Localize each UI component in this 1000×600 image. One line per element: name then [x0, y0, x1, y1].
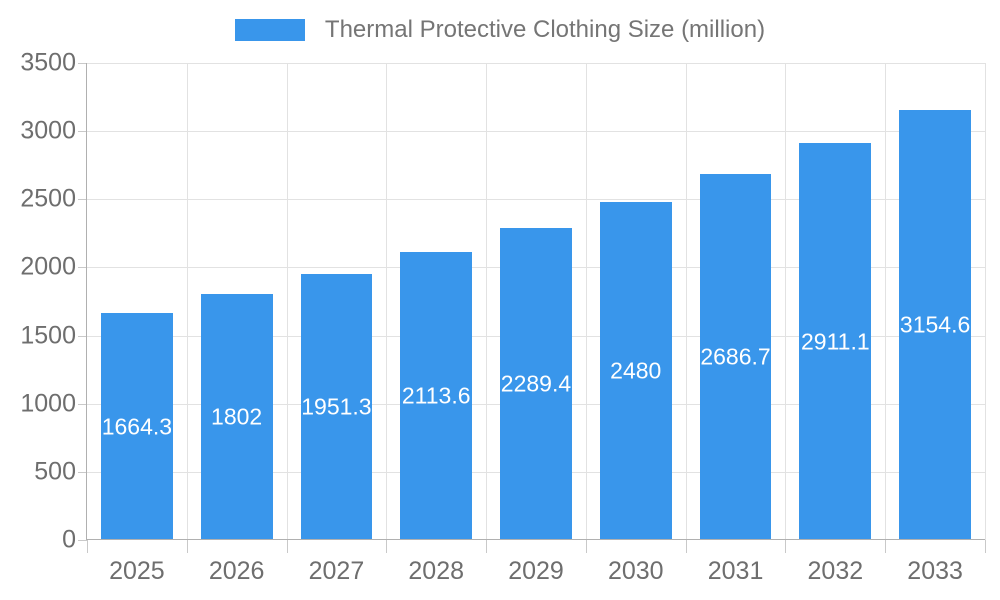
y-axis-tick [78, 63, 87, 64]
x-axis-label: 2029 [508, 557, 564, 585]
x-axis-tick [386, 540, 388, 553]
x-axis-label: 2026 [208, 557, 265, 585]
bar-value-label: 1951.3 [301, 393, 372, 420]
y-axis-tick [78, 403, 87, 405]
x-axis-tick [585, 540, 587, 553]
gridline-vertical [486, 63, 488, 540]
x-axis-tick [685, 540, 687, 553]
x-axis-label: 2031 [707, 557, 764, 585]
y-axis-label: 3000 [20, 116, 76, 145]
x-axis-label: 2030 [607, 557, 664, 585]
y-axis-tick [78, 267, 87, 269]
bar: 2911.1 [799, 143, 872, 540]
x-axis-tick [87, 540, 88, 553]
bar: 3154.6 [899, 110, 972, 540]
x-axis-tick [985, 540, 986, 553]
bar: 2480 [599, 202, 672, 540]
y-axis-label: 0 [62, 525, 76, 554]
x-axis-label: 2028 [408, 557, 465, 585]
x-axis-tick [286, 540, 288, 553]
bar-value-label: 2911.1 [800, 328, 870, 355]
gridline-horizontal [87, 63, 985, 64]
bar-value-label: 2289.4 [500, 370, 572, 397]
y-axis-tick [78, 199, 87, 201]
gridline-vertical [286, 63, 288, 540]
y-axis-label: 2500 [20, 184, 76, 213]
y-axis-label: 500 [34, 457, 76, 486]
bar-value-label: 1664.3 [101, 413, 173, 440]
bar-value-label: 2113.6 [401, 382, 471, 409]
bar: 2289.4 [500, 228, 572, 540]
plot-area: 0 500 1000 1500 2000 2500 3000 3500 2025 1664.3 20… [20, 49, 986, 585]
bar: 2686.7 [699, 173, 772, 540]
gridline-vertical [585, 63, 587, 540]
bar-value-label: 2686.7 [700, 343, 771, 370]
x-axis-label: 2033 [907, 557, 963, 585]
bar: 2113.6 [400, 251, 473, 540]
y-axis-label: 2000 [20, 252, 76, 281]
bar: 1951.3 [300, 274, 373, 540]
bar-value-label: 2480 [610, 357, 662, 384]
gridline-vertical [186, 63, 188, 540]
legend-swatch [234, 19, 305, 41]
x-axis-tick [186, 540, 188, 553]
gridline-vertical [785, 63, 787, 540]
y-axis-tick [78, 335, 87, 337]
x-axis-label: 2027 [308, 557, 365, 585]
y-axis-tick [78, 540, 87, 541]
gridline-horizontal [87, 131, 985, 133]
x-axis-label: 2025 [109, 557, 165, 585]
gridline-vertical [885, 63, 887, 540]
bar-value-label: 3154.6 [899, 311, 971, 338]
y-axis-label: 1000 [20, 389, 76, 418]
x-axis-line [87, 539, 985, 540]
y-axis-label: 1500 [20, 321, 76, 350]
y-axis-label: 3500 [20, 48, 76, 77]
gridline-horizontal [87, 199, 985, 201]
x-axis-tick [885, 540, 887, 553]
bar-value-label: 1802 [211, 403, 263, 430]
y-axis-line [86, 63, 87, 540]
x-axis-label: 2032 [807, 557, 864, 585]
gridline-vertical [685, 63, 687, 540]
bar: 1802 [200, 294, 273, 540]
y-axis-tick [78, 131, 87, 133]
gridline-vertical [985, 63, 986, 540]
gridline-vertical [386, 63, 388, 540]
legend[interactable]: Thermal Protective Clothing Size (millio… [0, 16, 1000, 44]
y-axis-tick [78, 471, 87, 473]
x-axis-tick [486, 540, 488, 553]
bar: 1664.3 [100, 313, 173, 540]
legend-label: Thermal Protective Clothing Size (millio… [324, 16, 766, 43]
x-axis-tick [785, 540, 787, 553]
